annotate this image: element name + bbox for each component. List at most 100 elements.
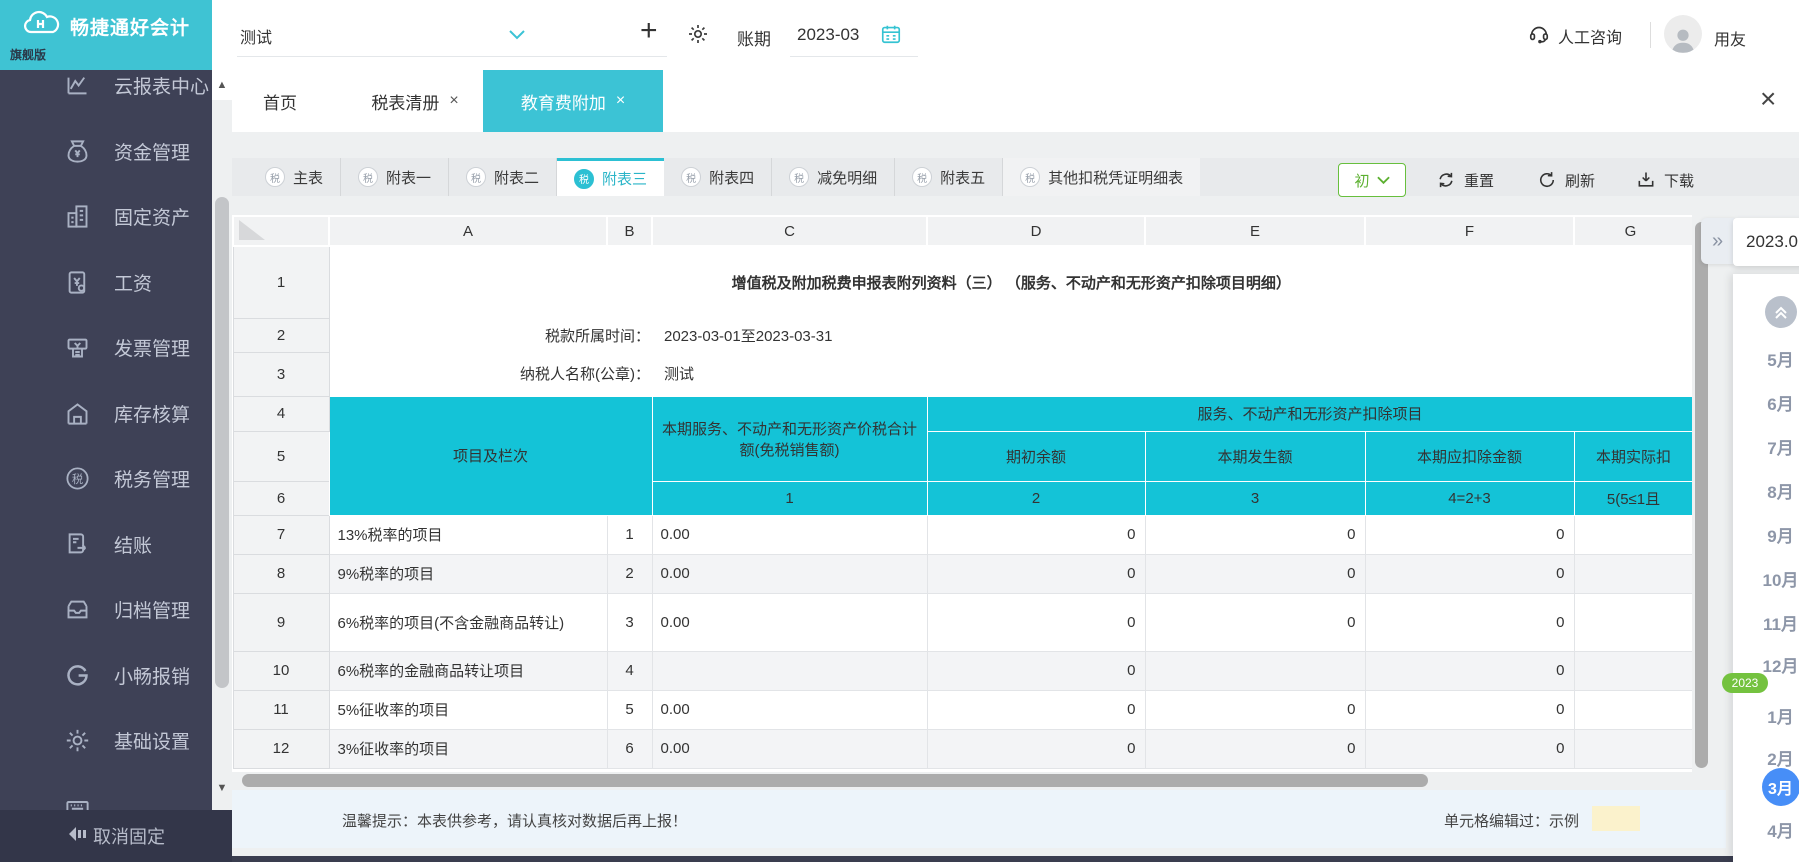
column-letter[interactable]: G [1573,215,1692,247]
row-number[interactable]: 7 [232,514,330,555]
close-tab-icon[interactable]: × [615,92,626,109]
subtab-main-form[interactable]: 税 主表 [248,158,342,196]
chevron-down-icon[interactable] [508,28,526,46]
month-item[interactable]: 9月 [1767,527,1794,546]
cell-value[interactable]: 0.00 [651,592,928,652]
sidebar-item-salary[interactable]: 工资 [0,250,212,316]
subtab-schedule-2[interactable]: 税 附表二 [449,158,558,196]
cell-value[interactable]: 0.00 [651,689,928,730]
tax-period-label[interactable]: 税款所属时间： [544,327,650,345]
header-opening-balance[interactable]: 期初余额 [926,430,1146,482]
row-number[interactable]: 1 [232,245,330,319]
taxpayer-label[interactable]: 纳税人名称(公章)： [520,366,650,384]
row-number[interactable]: 2 [232,317,330,353]
reset-button[interactable]: 重置 [1436,163,1494,197]
item-label[interactable]: 5%征收率的项目 [328,689,608,730]
cell-value[interactable]: 0 [1364,650,1575,691]
scroll-up-arrow[interactable]: ▲ [212,70,232,100]
cell-value[interactable]: 0 [1144,728,1366,769]
column-letter[interactable]: F [1364,215,1575,247]
sidebar-item-closing[interactable]: 结账 [0,512,212,578]
cell-value[interactable] [1573,553,1692,594]
cell-value[interactable]: 0 [1364,689,1575,730]
item-label[interactable]: 13%税率的项目 [328,514,608,555]
column-letter[interactable]: D [926,215,1146,247]
header-item-col[interactable]: 项目及栏次 [328,395,653,516]
vertical-scrollbar[interactable] [1695,222,1708,768]
item-label[interactable]: 6%税率的项目(不含金融商品转让) [328,592,608,652]
subtab-schedule-1[interactable]: 税 附表一 [341,158,450,196]
row-number[interactable]: 11 [232,689,330,730]
line-number[interactable]: 5 [606,689,653,730]
month-item[interactable]: 4月 [1767,822,1794,841]
month-item[interactable]: 6月 [1767,395,1794,414]
cell-value[interactable] [1573,650,1692,691]
gear-icon[interactable] [686,22,710,51]
avatar[interactable] [1664,15,1702,53]
select-all-corner[interactable] [232,215,330,247]
month-item[interactable]: 11月 [1763,615,1798,634]
cell-value[interactable]: 0 [1144,514,1366,555]
sidebar-item-funds[interactable]: 资金管理 [0,119,212,185]
cell-value[interactable]: 0 [1364,592,1575,652]
sidebar-scrollbar-thumb[interactable] [215,197,229,688]
month-item[interactable]: 12月 [1762,657,1799,676]
company-selector[interactable]: 测试 [240,30,273,47]
column-letter[interactable]: A [328,215,608,247]
line-number[interactable]: 1 [606,514,653,555]
user-name[interactable]: 用友 [1714,32,1747,49]
cell-value[interactable]: 0 [1144,689,1366,730]
unpin-sidebar-button[interactable]: 取消固定 [0,810,232,862]
taxpayer-value[interactable]: 测试 [664,366,695,384]
month-item[interactable]: 7月 [1767,439,1794,458]
row-number[interactable]: 10 [232,650,330,691]
row-number[interactable]: 4 [232,395,330,432]
month-item[interactable]: 5月 [1767,351,1794,370]
cell-value[interactable]: 0 [1364,514,1575,555]
header-current-occurrence[interactable]: 本期发生额 [1144,430,1366,482]
sidebar-item-invoice[interactable]: 发票管理 [0,315,212,381]
cell-value[interactable]: 0 [926,650,1146,691]
cell-value[interactable] [1573,514,1692,555]
month-item[interactable]: 2月 [1767,750,1794,769]
row-number[interactable]: 9 [232,592,330,652]
cell-value[interactable]: 0 [926,592,1146,652]
sidebar-item-settings[interactable]: 基础设置 [0,708,212,774]
header-actual-deduction[interactable]: 本期实际扣 [1573,430,1692,482]
cell-value[interactable]: 0 [926,728,1146,769]
month-item[interactable]: 1月 [1767,708,1794,727]
row-number[interactable]: 8 [232,553,330,594]
header-deductible-amount[interactable]: 本期应扣除金额 [1364,430,1575,482]
cell-value[interactable]: 0 [1144,592,1366,652]
cell-value[interactable] [1573,689,1692,730]
col-index[interactable]: 1 [651,480,928,516]
column-letter[interactable]: C [651,215,928,247]
sidebar-item-archive[interactable]: 归档管理 [0,577,212,643]
form-title[interactable]: 增值税及附加税费申报表附列资料（三） （服务、不动产和无形资产扣除项目明细） [731,275,1291,292]
horizontal-scrollbar[interactable] [242,774,1428,787]
header-current-amount[interactable]: 本期服务、不动产和无形资产价税合计额(免税销售额) [651,395,928,482]
sidebar-item-inventory[interactable]: 库存核算 [0,381,212,447]
item-label[interactable]: 3%征收率的项目 [328,728,608,769]
subtab-schedule-5[interactable]: 税 附表五 [895,158,1004,196]
line-number[interactable]: 6 [606,728,653,769]
cell-value[interactable]: 0.00 [651,553,928,594]
cell-value[interactable]: 0 [1364,553,1575,594]
sidebar-item-tax[interactable]: 税 税务管理 [0,446,212,512]
cell-value[interactable] [651,650,928,691]
tab-home[interactable]: 首页 [245,70,315,132]
cell-value[interactable]: 0.00 [651,514,928,555]
calendar-icon[interactable] [880,23,902,50]
cell-value[interactable]: 0 [1364,728,1575,769]
subtab-other-deduction-detail[interactable]: 税 其他扣税凭证明细表 [1003,158,1201,196]
column-letter[interactable]: B [606,215,653,247]
row-number[interactable]: 5 [232,430,330,482]
cell-value[interactable] [1144,650,1366,691]
header-deduction-group[interactable]: 服务、不动产和无形资产扣除项目 [926,395,1692,432]
line-number[interactable]: 2 [606,553,653,594]
cell-value[interactable]: 0.00 [651,728,928,769]
col-index[interactable]: 4=2+3 [1364,480,1575,516]
scroll-down-arrow[interactable]: ▼ [216,782,228,794]
close-icon[interactable]: × [1760,83,1777,114]
subtab-schedule-3[interactable]: 税 附表三 [557,158,665,196]
